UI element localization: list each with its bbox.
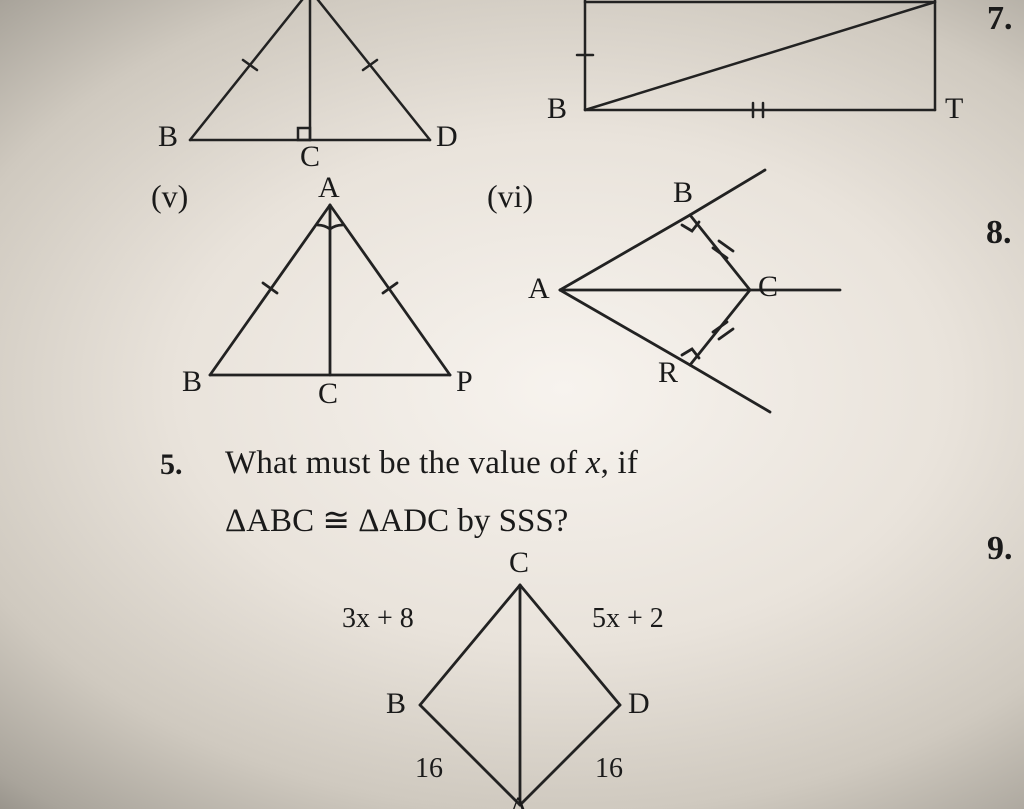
label-cd-q5: 5x + 2	[592, 603, 664, 635]
label-bc-q5: 3x + 8	[342, 603, 414, 635]
label-B-v: B	[182, 365, 202, 399]
q5-line1-prefix: What must be the value of	[225, 445, 586, 481]
label-A-v: A	[318, 171, 340, 205]
label-C-vi: C	[758, 270, 778, 304]
figure-rectangle-bt: B T	[535, 0, 975, 140]
figure-v-triangle-abp: A B C P	[160, 175, 500, 410]
label-D-q5: D	[628, 687, 650, 721]
label-B-vi: B	[673, 176, 693, 210]
side-number-8: 8.	[986, 214, 1012, 252]
figure-triangle-bcd: B C D	[150, 0, 470, 160]
q5-line1: What must be the value of x, if	[225, 445, 638, 482]
side-number-7: 7.	[987, 0, 1013, 38]
label-D-topleft: D	[436, 120, 458, 154]
figure-q5-kite: C B D A 3x + 8 5x + 2 16 16	[310, 545, 730, 809]
label-A-q5: A	[508, 791, 530, 809]
label-C-topleft: C	[300, 140, 320, 174]
label-C-v: C	[318, 377, 338, 411]
label-ad-q5: 16	[595, 753, 623, 785]
label-B-q5: B	[386, 687, 406, 721]
q5-line1-x: x	[586, 445, 601, 481]
label-R-vi: R	[658, 356, 678, 390]
q5-number: 5.	[160, 448, 183, 482]
label-ab-q5: 16	[415, 753, 443, 785]
label-P-v: P	[456, 365, 473, 399]
q5-line1-suffix: , if	[601, 445, 638, 481]
label-C-q5: C	[509, 546, 529, 580]
q5-line2: ΔABC ≅ ΔADC by SSS?	[225, 500, 568, 540]
label-T-rect: T	[945, 92, 963, 126]
label-B-rect: B	[547, 92, 567, 126]
label-A-vi: A	[528, 272, 550, 306]
figure-vi-kite: A B C R	[530, 170, 870, 420]
side-number-9: 9.	[987, 530, 1013, 568]
label-B-topleft: B	[158, 120, 178, 154]
